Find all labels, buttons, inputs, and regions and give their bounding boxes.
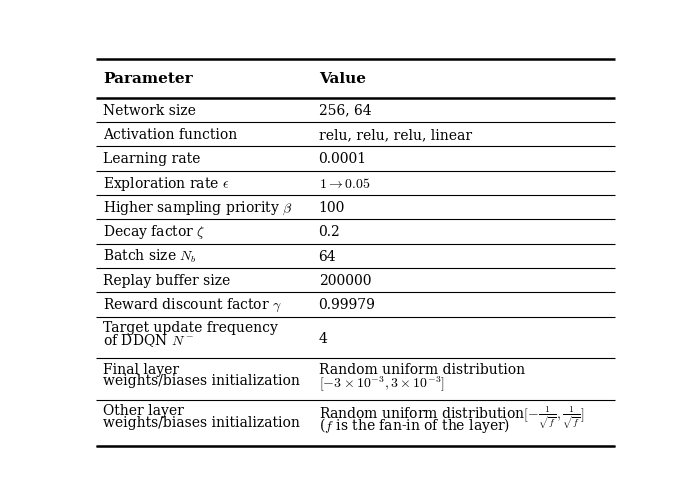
Text: 100: 100 bbox=[319, 201, 345, 214]
Text: $[-3 \times 10^{-3}, 3 \times 10^{-3}]$: $[-3 \times 10^{-3}, 3 \times 10^{-3}]$ bbox=[319, 374, 444, 393]
Text: weights/biases initialization: weights/biases initialization bbox=[103, 415, 301, 429]
Text: Other layer: Other layer bbox=[103, 403, 185, 417]
Text: Batch size $N_b$: Batch size $N_b$ bbox=[103, 247, 197, 265]
Text: Reward discount factor $\gamma$: Reward discount factor $\gamma$ bbox=[103, 296, 282, 314]
Text: Random uniform distribution$[-\frac{1}{\sqrt{f}}, \frac{1}{\sqrt{f}}]$: Random uniform distribution$[-\frac{1}{\… bbox=[319, 403, 584, 430]
Text: 0.2: 0.2 bbox=[319, 225, 340, 239]
Text: 0.99979: 0.99979 bbox=[319, 298, 375, 312]
Text: Final layer: Final layer bbox=[103, 362, 180, 376]
Text: of DDQN $N^-$: of DDQN $N^-$ bbox=[103, 332, 194, 349]
Text: $1 \rightarrow 0.05$: $1 \rightarrow 0.05$ bbox=[319, 176, 371, 190]
Text: Decay factor $\zeta$: Decay factor $\zeta$ bbox=[103, 223, 206, 241]
Text: Learning rate: Learning rate bbox=[103, 152, 201, 166]
Text: Target update frequency: Target update frequency bbox=[103, 320, 278, 334]
Text: 4: 4 bbox=[319, 331, 328, 345]
Text: 200000: 200000 bbox=[319, 274, 371, 288]
Text: Activation function: Activation function bbox=[103, 128, 237, 142]
Text: 0.0001: 0.0001 bbox=[319, 152, 366, 166]
Text: Parameter: Parameter bbox=[103, 72, 193, 86]
Text: Replay buffer size: Replay buffer size bbox=[103, 274, 230, 288]
Text: Network size: Network size bbox=[103, 104, 196, 117]
Text: Random uniform distribution: Random uniform distribution bbox=[319, 362, 525, 376]
Text: relu, relu, relu, linear: relu, relu, relu, linear bbox=[319, 128, 472, 142]
Text: 64: 64 bbox=[319, 249, 336, 263]
Text: Value: Value bbox=[319, 72, 366, 86]
Text: Higher sampling priority $\beta$: Higher sampling priority $\beta$ bbox=[103, 199, 293, 216]
Text: weights/biases initialization: weights/biases initialization bbox=[103, 374, 301, 388]
Text: 256, 64: 256, 64 bbox=[319, 104, 371, 117]
Text: Exploration rate $\epsilon$: Exploration rate $\epsilon$ bbox=[103, 174, 230, 192]
Text: ($f$ is the fan-in of the layer): ($f$ is the fan-in of the layer) bbox=[319, 415, 510, 434]
